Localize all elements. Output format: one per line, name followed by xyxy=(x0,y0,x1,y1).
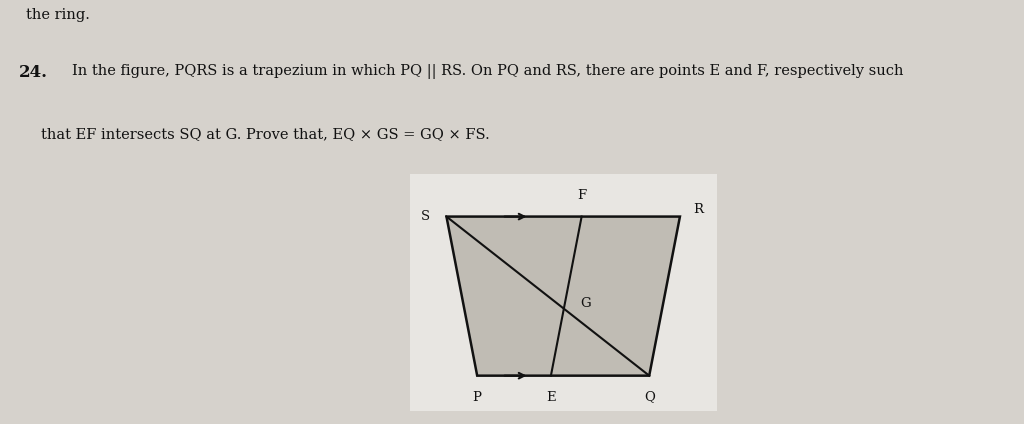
Text: P: P xyxy=(473,391,481,404)
Text: F: F xyxy=(578,189,586,202)
FancyBboxPatch shape xyxy=(403,169,723,416)
Text: E: E xyxy=(546,391,556,404)
Text: In the figure, PQRS is a trapezium in which PQ || RS. On PQ and RS, there are po: In the figure, PQRS is a trapezium in wh… xyxy=(72,64,903,78)
Text: the ring.: the ring. xyxy=(26,8,89,22)
Text: S: S xyxy=(421,210,429,223)
Polygon shape xyxy=(446,217,680,376)
Text: 24.: 24. xyxy=(18,64,47,81)
Text: that EF intersects SQ at G. Prove that, EQ × GS = GQ × FS.: that EF intersects SQ at G. Prove that, … xyxy=(41,127,489,141)
Text: Q: Q xyxy=(644,391,654,404)
Text: R: R xyxy=(693,203,703,216)
Text: G: G xyxy=(580,297,591,310)
